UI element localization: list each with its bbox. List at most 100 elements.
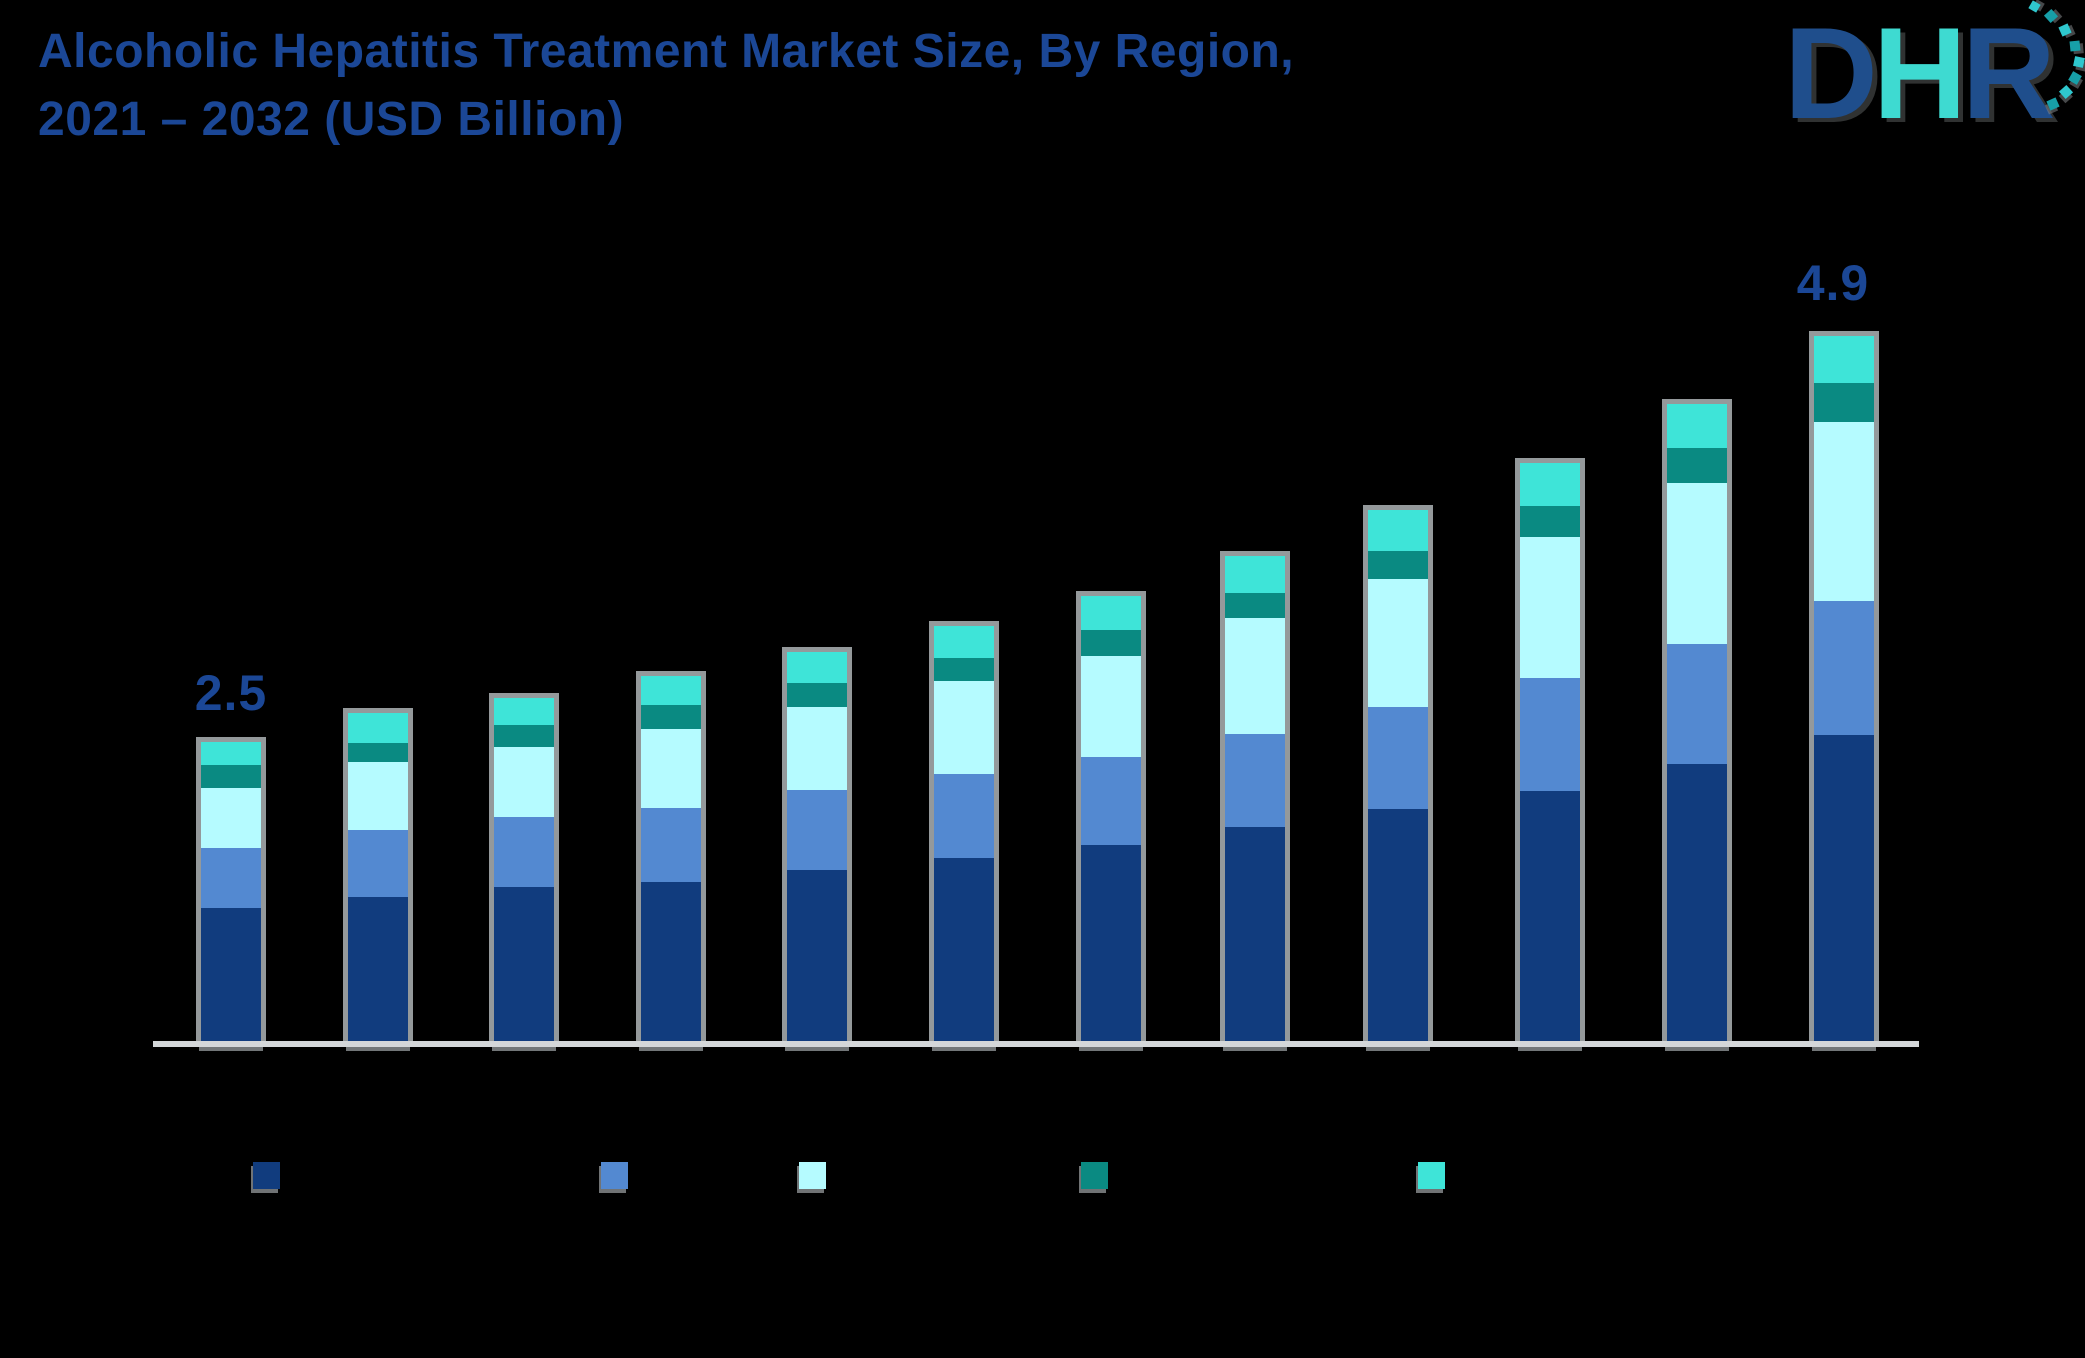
bar-segment-region-3	[348, 762, 408, 830]
bar-segment-region-5	[641, 676, 701, 705]
bar-shadow	[932, 1047, 996, 1051]
bar-segment-region-2	[1225, 734, 1285, 827]
stacked-bar-2024	[636, 671, 706, 1047]
x-axis-line	[153, 1041, 1919, 1047]
bar-stack	[1368, 510, 1428, 1044]
stacked-bar-2030	[1515, 458, 1585, 1047]
bar-segment-region-1	[1520, 791, 1580, 1044]
stacked-bar-2026	[929, 621, 999, 1047]
bar-segment-region-2	[1520, 678, 1580, 791]
bar-segment-region-3	[1081, 656, 1141, 757]
bar-segment-region-1	[1081, 845, 1141, 1044]
bar-value-label: 2.5	[194, 665, 268, 721]
bar-shadow	[346, 1047, 410, 1051]
bar-stack	[1081, 596, 1141, 1044]
stacked-bar-2025	[782, 647, 852, 1047]
bar-segment-region-1	[1667, 764, 1727, 1044]
bar-segment-region-3	[201, 788, 261, 848]
bar-segment-region-2	[494, 817, 554, 887]
bar-shadow	[1665, 1047, 1729, 1051]
stacked-bar-2031	[1662, 399, 1732, 1047]
bar-segment-region-2	[348, 830, 408, 897]
bar-stack	[641, 676, 701, 1044]
bar-segment-region-3	[787, 707, 847, 790]
bar-segment-region-2	[787, 790, 847, 870]
bar-segment-region-3	[934, 681, 994, 774]
bar-shadow	[199, 1047, 263, 1051]
bar-stack	[494, 698, 554, 1044]
bar-segment-region-5	[787, 652, 847, 683]
bar-segment-region-4	[787, 683, 847, 707]
bar-segment-region-4	[1667, 448, 1727, 483]
bar-shadow	[1079, 1047, 1143, 1051]
legend-swatch-region-4	[1081, 1162, 1108, 1189]
bar-segment-region-2	[934, 774, 994, 858]
bar-segment-region-1	[641, 882, 701, 1044]
bar-segment-region-1	[934, 858, 994, 1044]
bar-stack	[1225, 556, 1285, 1044]
stacked-bar-2028	[1220, 551, 1290, 1047]
bar-stack	[201, 742, 261, 1044]
bar-shadow	[1366, 1047, 1430, 1051]
bar-segment-region-4	[1081, 630, 1141, 656]
bar-stack	[1814, 336, 1874, 1044]
logo-letter: R	[1961, 0, 2056, 146]
bar-shadow	[639, 1047, 703, 1051]
bar-segment-region-4	[201, 765, 261, 788]
bar-segment-region-2	[1814, 601, 1874, 735]
bar-segment-region-5	[934, 626, 994, 658]
bar-segment-region-4	[1520, 506, 1580, 537]
bar-segment-region-5	[1667, 404, 1727, 448]
bar-segment-region-5	[494, 698, 554, 725]
bar-segment-region-1	[348, 897, 408, 1044]
chart-title: Alcoholic Hepatitis Treatment Market Siz…	[38, 18, 1294, 154]
bar-stack	[1667, 404, 1727, 1044]
bar-segment-region-2	[1667, 644, 1727, 764]
chart-title-line1: Alcoholic Hepatitis Treatment Market Siz…	[38, 25, 1295, 78]
bar-shadow	[785, 1047, 849, 1051]
bar-segment-region-5	[1225, 556, 1285, 593]
bar-segment-region-4	[348, 743, 408, 762]
stacked-bar-2029	[1363, 505, 1433, 1047]
legend-swatch-region-2	[601, 1162, 628, 1189]
legend-swatch-region-5	[1418, 1162, 1445, 1189]
bar-segment-region-2	[1368, 707, 1428, 809]
bar-stack	[348, 713, 408, 1044]
bar-segment-region-3	[1225, 618, 1285, 734]
stacked-bar-2027	[1076, 591, 1146, 1047]
bar-segment-region-3	[1667, 483, 1727, 644]
bar-segment-region-4	[494, 725, 554, 747]
bar-segment-region-5	[201, 742, 261, 765]
bar-segment-region-4	[1225, 593, 1285, 618]
bar-shadow	[1812, 1047, 1876, 1051]
bar-segment-region-4	[641, 705, 701, 729]
bar-segment-region-3	[1368, 579, 1428, 707]
bar-segment-region-1	[1368, 809, 1428, 1044]
bar-segment-region-1	[201, 908, 261, 1044]
legend-swatch-region-1	[253, 1162, 280, 1189]
bar-segment-region-5	[348, 713, 408, 743]
bar-segment-region-2	[201, 848, 261, 908]
bar-stack	[1520, 463, 1580, 1044]
bar-segment-region-3	[1814, 422, 1874, 601]
bar-segment-region-1	[1814, 735, 1874, 1044]
bar-segment-region-2	[1081, 757, 1141, 845]
bar-segment-region-5	[1081, 596, 1141, 630]
stacked-bar-2032	[1809, 331, 1879, 1047]
bar-segment-region-5	[1368, 510, 1428, 551]
bar-segment-region-1	[787, 870, 847, 1044]
bar-stack	[934, 626, 994, 1044]
stacked-bar-2023	[489, 693, 559, 1047]
dhr-logo: DHR	[1784, 0, 2085, 148]
logo-letter: H	[1872, 0, 1967, 146]
bar-segment-region-5	[1520, 463, 1580, 506]
bar-value-label: 4.9	[1796, 255, 1870, 311]
bar-stack	[787, 652, 847, 1044]
bar-segment-region-4	[1368, 551, 1428, 579]
bar-segment-region-2	[641, 808, 701, 882]
bar-segment-region-1	[494, 887, 554, 1044]
legend-swatch-region-3	[799, 1162, 826, 1189]
stacked-bar-2021	[196, 737, 266, 1047]
